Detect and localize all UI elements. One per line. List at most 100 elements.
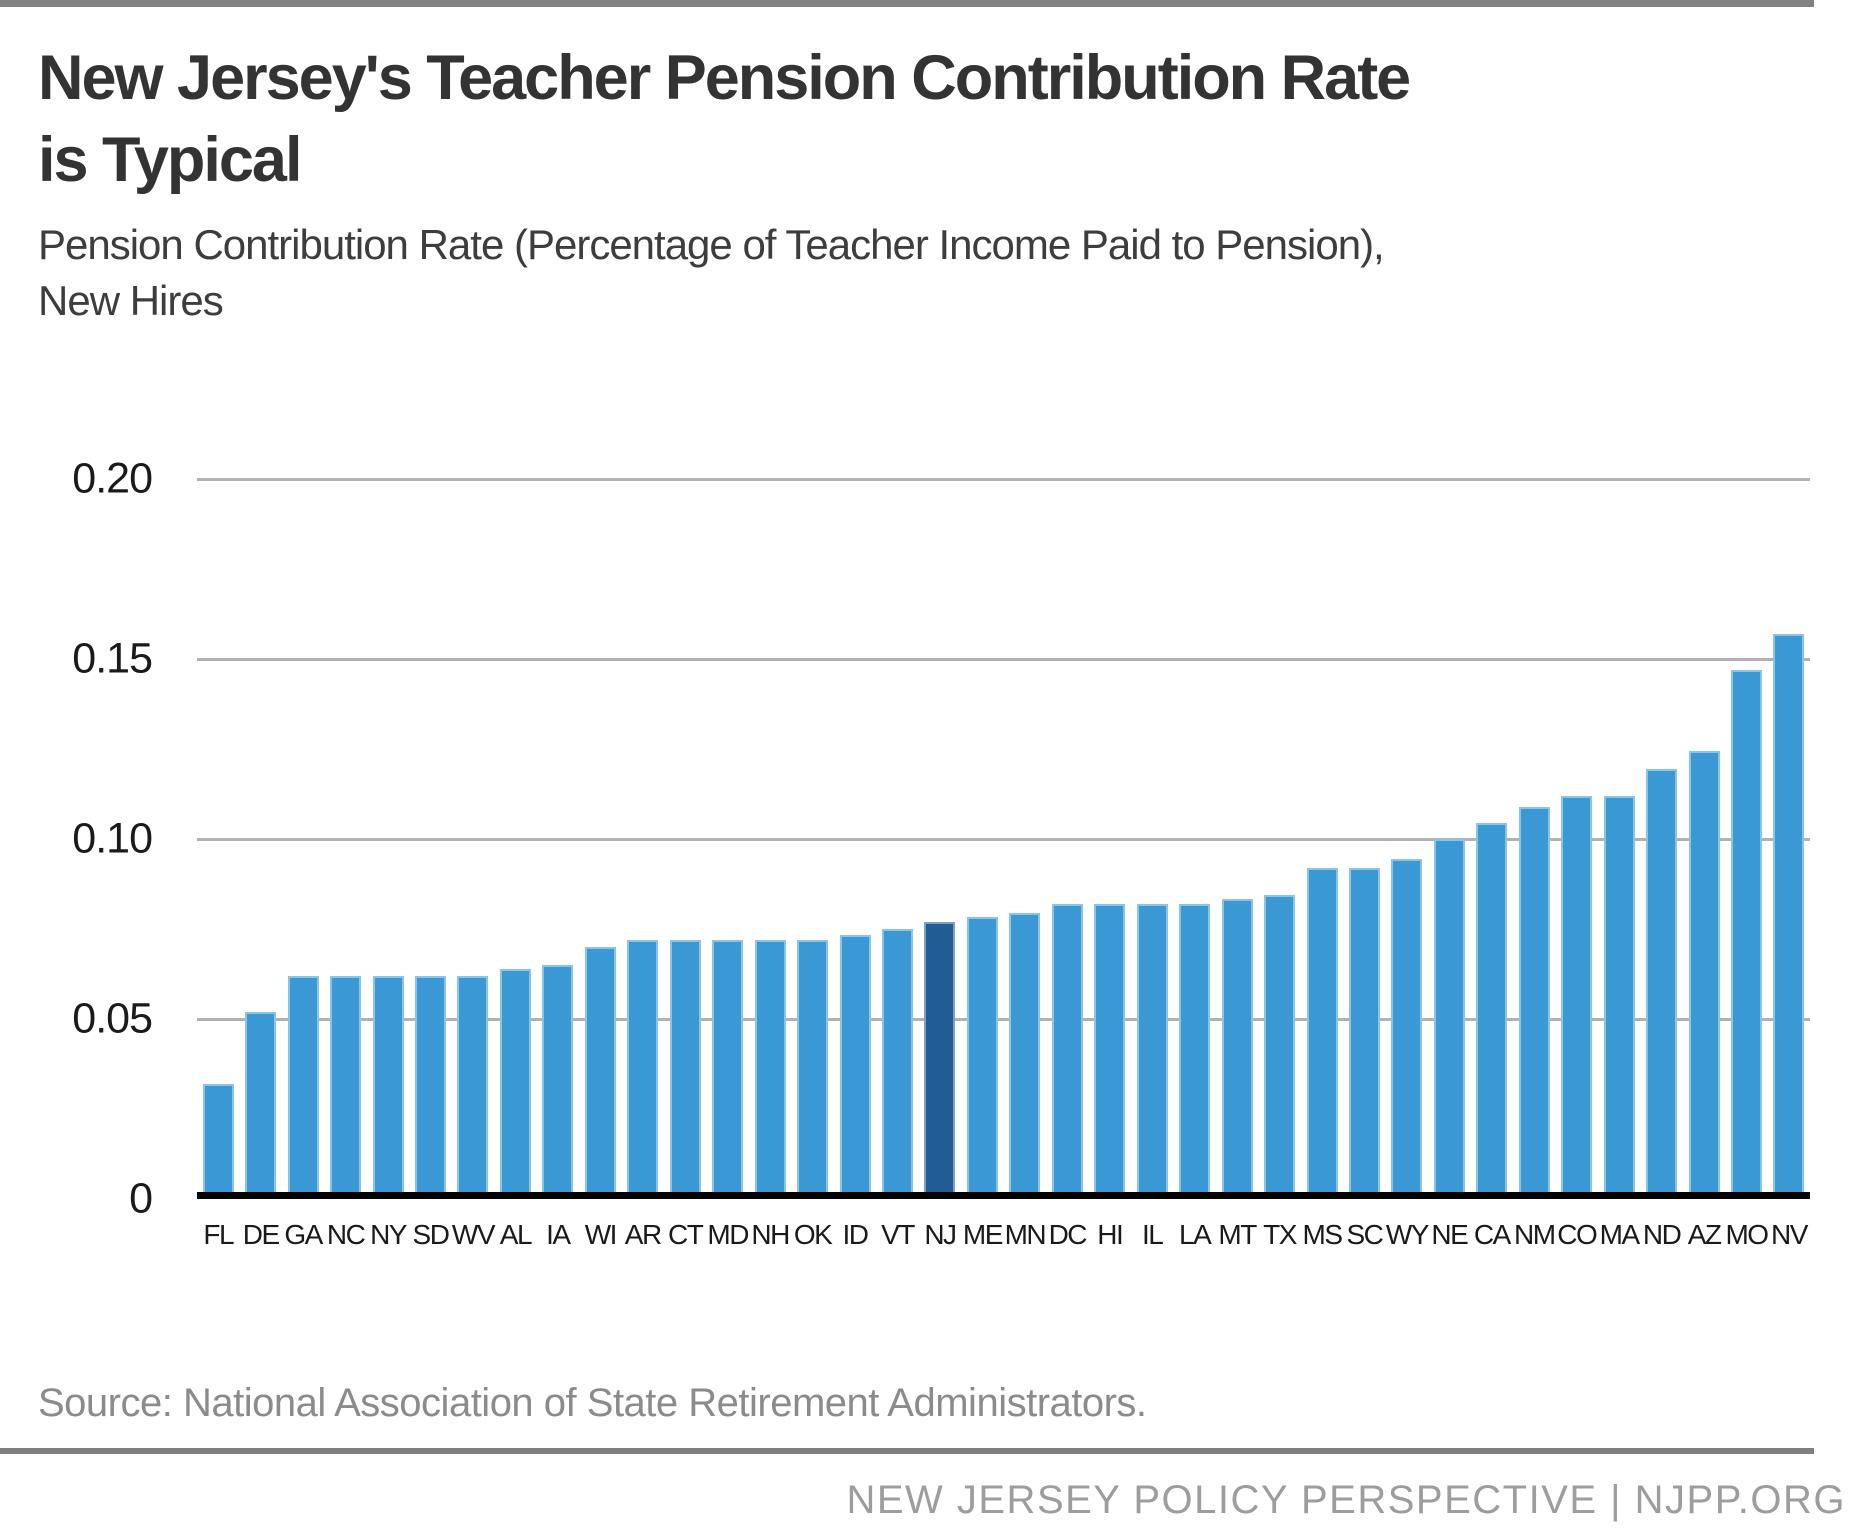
x-tick-label-TX: TX [1263, 1219, 1297, 1250]
y-axis: 0.20 0.15 0.10 0.05 0 [0, 455, 197, 1223]
bar-slot-NY [367, 479, 409, 1192]
gridline-0.20 [197, 478, 1810, 481]
y-tick-label-0: 0 [129, 1174, 153, 1223]
x-tick-label-WY: WY [1385, 1219, 1430, 1250]
chart-title-line1: New Jersey's Teacher Pension Contributio… [38, 43, 1411, 113]
bar-slot-NE [1428, 479, 1470, 1192]
bar-slot-MN [1004, 479, 1046, 1192]
bar-slot-WY [1386, 479, 1428, 1192]
bar-slot-AR [622, 479, 664, 1192]
bar-slot-NV [1768, 479, 1810, 1192]
bar-SC [1348, 868, 1380, 1192]
x-tick-label-IL: IL [1142, 1219, 1164, 1250]
x-tick-label-WI: WI [584, 1219, 618, 1250]
bar-WY [1391, 859, 1423, 1192]
bar-MN [1009, 913, 1041, 1192]
bar-MS [1306, 868, 1338, 1192]
bar-CO [1561, 796, 1593, 1192]
x-tick-label-AZ: AZ [1687, 1219, 1722, 1250]
x-tick-label-ID: ID [842, 1219, 870, 1250]
y-tick-label-0.10: 0.10 [72, 814, 153, 863]
bar-slot-MD [706, 479, 748, 1192]
bar-ME [966, 916, 998, 1192]
bar-slot-HI [1089, 479, 1131, 1192]
bar-TX [1264, 895, 1296, 1192]
x-tick-label-CO: CO [1557, 1219, 1598, 1250]
x-tick-label-NJ: NJ [924, 1219, 957, 1250]
bar-CA [1476, 823, 1508, 1192]
bar-slot-ID [834, 479, 876, 1192]
x-tick-label-MS: MS [1302, 1219, 1344, 1250]
bar-IA [542, 965, 574, 1192]
y-tick-label-0.15: 0.15 [72, 634, 153, 683]
x-tick-label-NH: NH [751, 1219, 790, 1250]
gridline-0.10 [197, 838, 1810, 841]
x-tick-label-CT: CT [668, 1219, 704, 1250]
bar-WI [584, 947, 616, 1192]
x-tick-label-CA: CA [1473, 1219, 1511, 1250]
x-tick-label-NV: NV [1771, 1219, 1808, 1250]
bar-ND [1646, 769, 1678, 1192]
x-axis-labels: FL DE GA NC NY SD WV AL IA WI AR CT MD NH OK ID VT NJ ME MN… [197, 1219, 1810, 1251]
bar-slot-WI [579, 479, 621, 1192]
bar-AL [499, 968, 531, 1192]
bar-slot-MA [1598, 479, 1640, 1192]
x-tick-label-SD: SD [412, 1219, 450, 1250]
x-tick-label-OK: OK [793, 1219, 833, 1250]
bar-slot-SC [1343, 479, 1385, 1192]
bar-slot-ND [1640, 479, 1682, 1192]
x-tick-label-MA: MA [1599, 1219, 1641, 1250]
bar-slot-DE [239, 479, 281, 1192]
bar-MA [1603, 796, 1635, 1192]
bar-slot-NH [749, 479, 791, 1192]
x-tick-label-DE: DE [242, 1219, 280, 1250]
bar-slot-FL [197, 479, 239, 1192]
footer-branding: NEW JERSEY POLICY PERSPECTIVE | NJPP.ORG [846, 1478, 1846, 1522]
chart-subtitle-line2: New Hires [38, 277, 224, 324]
bar-slot-GA [282, 479, 324, 1192]
bar-slot-CO [1556, 479, 1598, 1192]
bar-slot-CA [1471, 479, 1513, 1192]
bar-FL [202, 1084, 234, 1192]
bar-slot-DC [1046, 479, 1088, 1192]
bar-slot-OK [791, 479, 833, 1192]
bar-NH [754, 940, 786, 1192]
bar-NY [372, 976, 404, 1192]
x-tick-label-ME: ME [962, 1219, 1004, 1250]
highlighted-bar-NJ [924, 922, 956, 1192]
x-tick-label-IA: IA [546, 1219, 571, 1250]
bar-AZ [1688, 751, 1720, 1192]
bar-NM [1518, 806, 1550, 1192]
bars-container [197, 479, 1810, 1192]
bar-slot-AL [494, 479, 536, 1192]
gridline-0.05 [197, 1018, 1810, 1021]
x-tick-label-GA: GA [284, 1219, 323, 1250]
bar-slot-WV [452, 479, 494, 1192]
bar-slot-CT [664, 479, 706, 1192]
bar-slot-VT [876, 479, 918, 1192]
x-tick-label-AR: AR [624, 1219, 662, 1250]
bar-slot-IL [1131, 479, 1173, 1192]
chart-title: New Jersey's Teacher Pension Contributio… [38, 37, 1538, 201]
bar-MD [712, 940, 744, 1192]
bar-slot-MS [1301, 479, 1343, 1192]
bar-DE [245, 1012, 277, 1192]
bar-NV [1773, 634, 1805, 1192]
x-tick-label-MT: MT [1218, 1219, 1257, 1250]
bar-VT [881, 929, 913, 1192]
y-tick-label-0.20: 0.20 [72, 454, 153, 503]
x-tick-label-WV: WV [451, 1219, 496, 1250]
bar-slot-AZ [1683, 479, 1725, 1192]
x-tick-label-DC: DC [1048, 1219, 1088, 1250]
x-tick-label-NY: NY [370, 1219, 407, 1250]
bar-SD [414, 976, 446, 1192]
bar-slot-NC [324, 479, 366, 1192]
bar-WV [457, 976, 489, 1192]
bar-LA [1179, 904, 1211, 1192]
top-divider-rule [0, 0, 1814, 7]
x-tick-label-NM: NM [1514, 1219, 1556, 1250]
x-tick-label-NC: NC [326, 1219, 366, 1250]
x-tick-label-ND: ND [1642, 1219, 1682, 1250]
x-tick-label-FL: FL [203, 1219, 234, 1250]
bar-CT [669, 940, 701, 1192]
